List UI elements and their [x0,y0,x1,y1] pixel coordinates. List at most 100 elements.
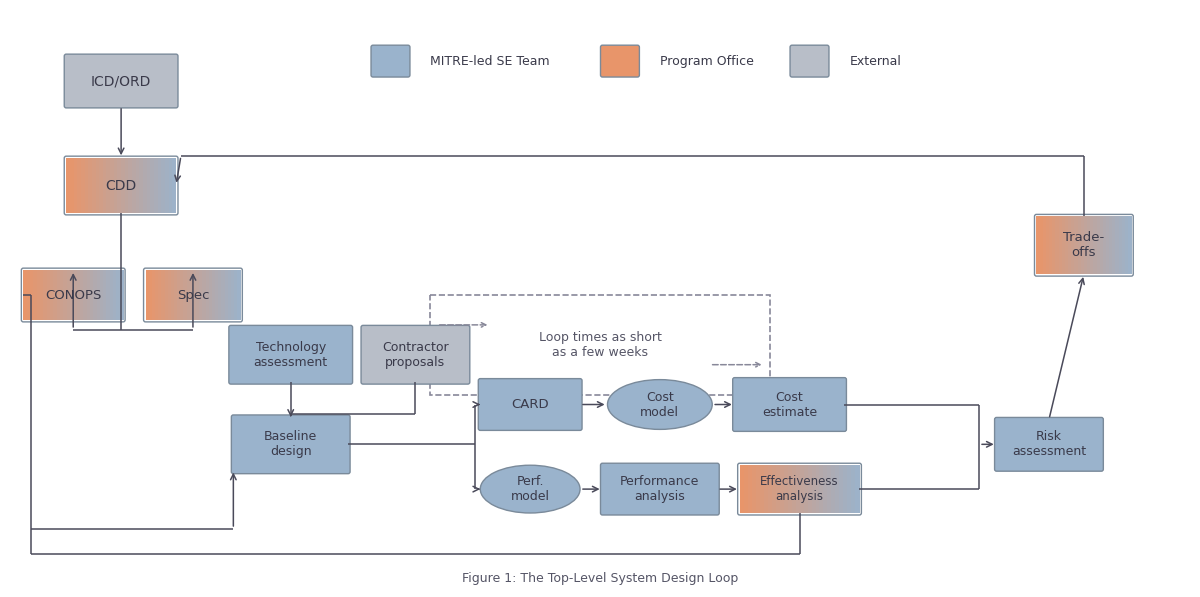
FancyBboxPatch shape [86,270,90,320]
FancyBboxPatch shape [856,465,860,513]
FancyBboxPatch shape [145,270,149,320]
FancyBboxPatch shape [116,270,120,320]
FancyBboxPatch shape [83,270,88,320]
FancyBboxPatch shape [77,270,80,320]
FancyBboxPatch shape [748,465,752,513]
FancyBboxPatch shape [229,325,353,384]
FancyBboxPatch shape [224,270,228,320]
FancyBboxPatch shape [187,270,191,320]
FancyBboxPatch shape [796,465,800,513]
FancyBboxPatch shape [1043,216,1046,274]
FancyBboxPatch shape [70,158,74,213]
FancyBboxPatch shape [804,465,808,513]
FancyBboxPatch shape [40,270,43,320]
FancyBboxPatch shape [218,270,222,320]
Ellipse shape [607,380,713,429]
Text: Effectiveness
analysis: Effectiveness analysis [761,475,839,503]
FancyBboxPatch shape [852,465,856,513]
FancyBboxPatch shape [50,270,54,320]
FancyBboxPatch shape [209,270,212,320]
FancyBboxPatch shape [168,270,172,320]
FancyBboxPatch shape [60,270,64,320]
FancyBboxPatch shape [835,465,840,513]
FancyBboxPatch shape [174,270,178,320]
FancyBboxPatch shape [787,465,792,513]
FancyBboxPatch shape [96,158,100,213]
FancyBboxPatch shape [479,378,582,430]
FancyBboxPatch shape [120,270,124,320]
FancyBboxPatch shape [205,270,209,320]
FancyBboxPatch shape [1093,216,1097,274]
FancyBboxPatch shape [65,54,178,108]
FancyBboxPatch shape [1068,216,1072,274]
FancyBboxPatch shape [166,158,169,213]
FancyBboxPatch shape [161,270,166,320]
FancyBboxPatch shape [103,158,107,213]
FancyBboxPatch shape [132,158,137,213]
FancyBboxPatch shape [756,465,760,513]
FancyBboxPatch shape [1116,216,1120,274]
FancyBboxPatch shape [1072,216,1075,274]
FancyBboxPatch shape [739,465,744,513]
FancyBboxPatch shape [34,270,37,320]
FancyBboxPatch shape [1090,216,1094,274]
FancyBboxPatch shape [184,270,187,320]
FancyBboxPatch shape [37,270,41,320]
FancyBboxPatch shape [844,465,848,513]
FancyBboxPatch shape [215,270,218,320]
FancyBboxPatch shape [371,45,410,77]
FancyBboxPatch shape [1081,216,1085,274]
FancyBboxPatch shape [1103,216,1106,274]
FancyBboxPatch shape [780,465,784,513]
FancyBboxPatch shape [180,270,184,320]
FancyBboxPatch shape [1049,216,1052,274]
Text: Contractor
proposals: Contractor proposals [382,341,449,369]
FancyBboxPatch shape [114,158,118,213]
FancyBboxPatch shape [212,270,216,320]
FancyBboxPatch shape [1109,216,1112,274]
FancyBboxPatch shape [77,158,82,213]
FancyBboxPatch shape [1052,216,1056,274]
FancyBboxPatch shape [221,270,226,320]
FancyBboxPatch shape [139,158,144,213]
FancyBboxPatch shape [811,465,816,513]
FancyBboxPatch shape [157,158,162,213]
FancyBboxPatch shape [1037,216,1040,274]
Text: Perf.
model: Perf. model [511,475,550,503]
FancyBboxPatch shape [820,465,824,513]
Text: Cost
model: Cost model [641,390,679,418]
FancyBboxPatch shape [784,465,788,513]
FancyBboxPatch shape [152,270,156,320]
FancyBboxPatch shape [1039,216,1043,274]
FancyBboxPatch shape [154,158,158,213]
Text: MITRE-led SE Team: MITRE-led SE Team [431,54,550,67]
FancyBboxPatch shape [1112,216,1116,274]
FancyBboxPatch shape [232,415,350,473]
Text: CDD: CDD [106,179,137,192]
Text: Trade-
offs: Trade- offs [1063,231,1104,259]
FancyBboxPatch shape [158,270,162,320]
FancyBboxPatch shape [775,465,780,513]
FancyBboxPatch shape [103,270,107,320]
FancyBboxPatch shape [238,270,241,320]
FancyBboxPatch shape [113,270,116,320]
FancyBboxPatch shape [361,325,470,384]
Text: Performance
analysis: Performance analysis [620,475,700,503]
FancyBboxPatch shape [23,270,28,320]
FancyBboxPatch shape [1122,216,1126,274]
FancyBboxPatch shape [1062,216,1066,274]
FancyBboxPatch shape [47,270,50,320]
FancyBboxPatch shape [230,270,234,320]
FancyBboxPatch shape [768,465,772,513]
FancyBboxPatch shape [136,158,140,213]
FancyBboxPatch shape [26,270,30,320]
FancyBboxPatch shape [995,417,1103,471]
FancyBboxPatch shape [1056,216,1060,274]
FancyBboxPatch shape [1128,216,1132,274]
FancyBboxPatch shape [107,270,110,320]
FancyBboxPatch shape [1118,216,1122,274]
FancyBboxPatch shape [70,270,73,320]
Text: Figure 1: The Top-Level System Design Loop: Figure 1: The Top-Level System Design Lo… [462,572,738,585]
FancyBboxPatch shape [164,270,168,320]
Text: Cost
estimate: Cost estimate [762,390,817,418]
